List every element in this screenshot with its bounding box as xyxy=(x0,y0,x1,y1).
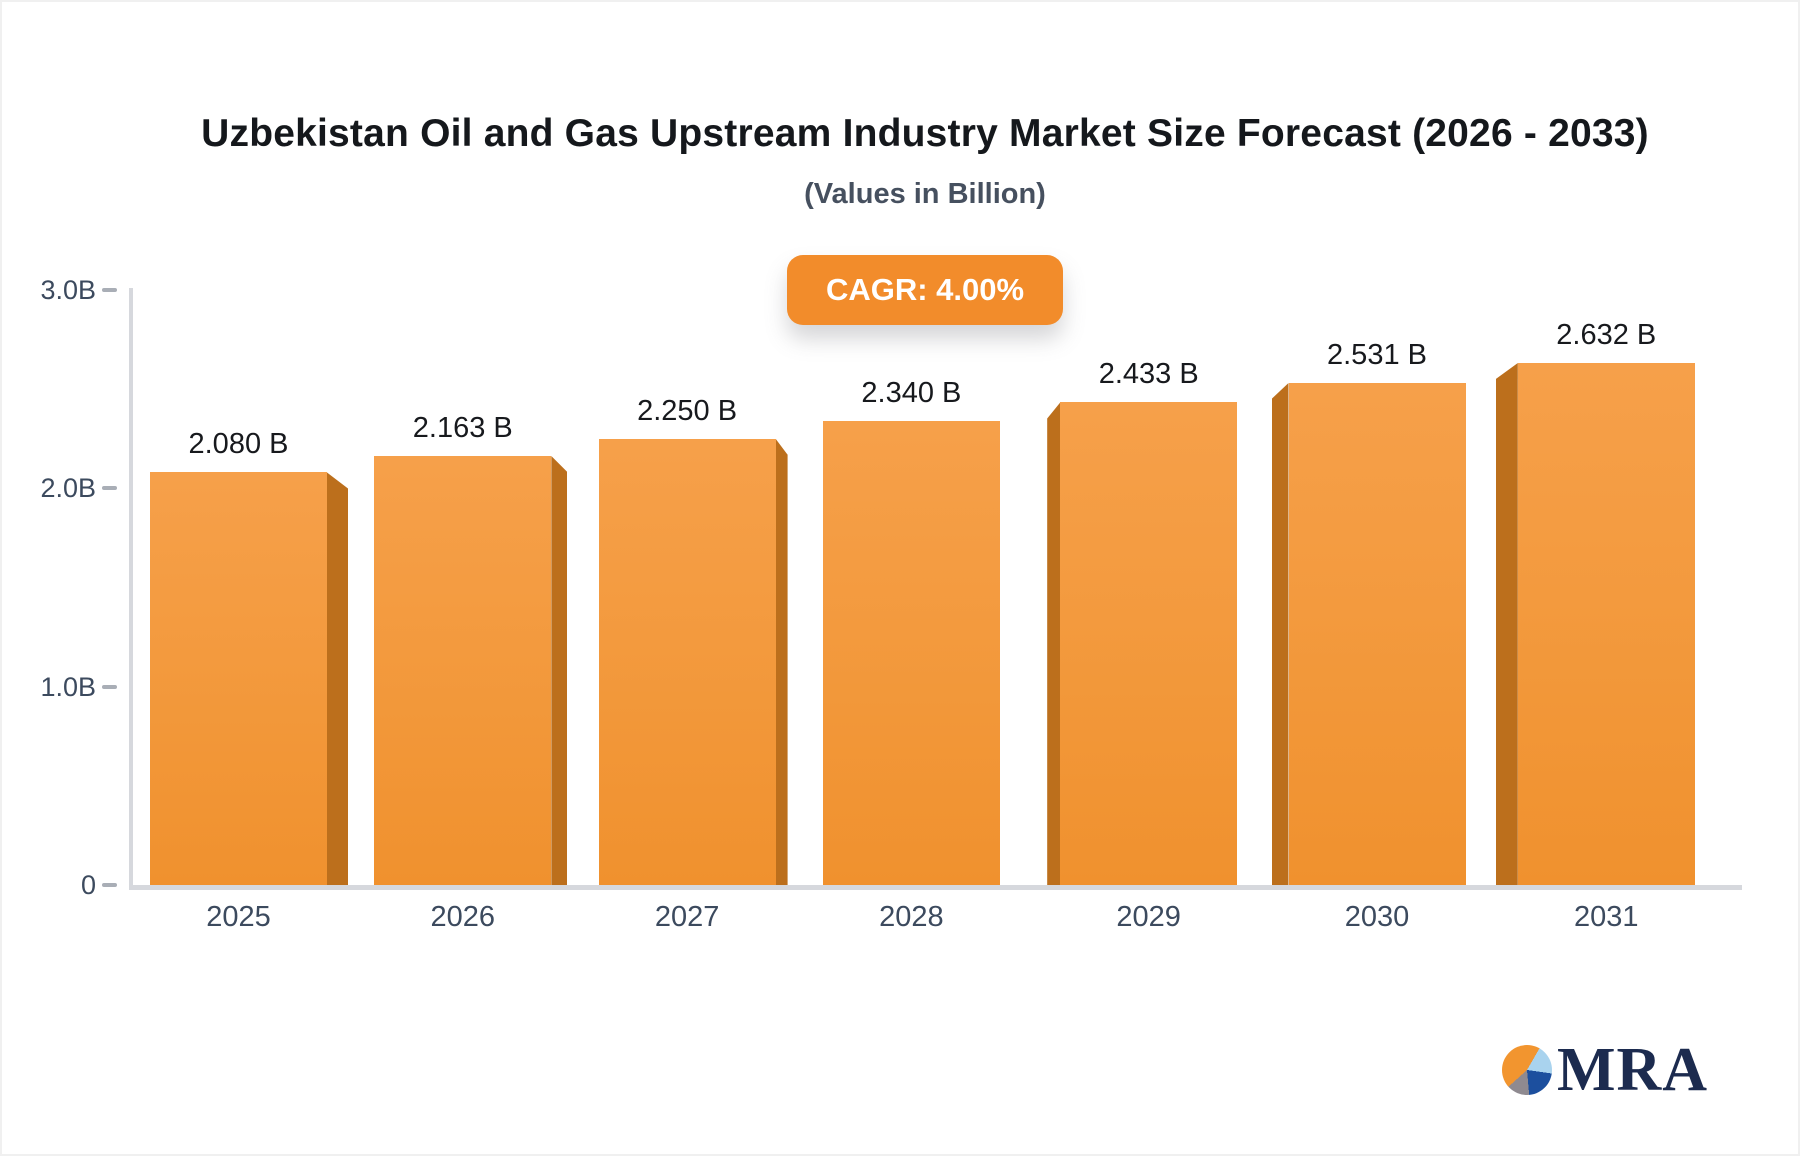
chart-title: Uzbekistan Oil and Gas Upstream Industry… xyxy=(201,112,1649,155)
bar-2027[interactable] xyxy=(598,438,776,885)
bar-value-label: 2.433 B xyxy=(1098,358,1199,391)
y-tick-mark xyxy=(102,486,117,491)
x-axis-line xyxy=(129,885,1742,890)
x-category-label: 2027 xyxy=(654,901,720,933)
brand-logo-text: MRA xyxy=(1557,1036,1709,1104)
x-category-label: 2031 xyxy=(1574,901,1639,933)
y-tick-label: 0 xyxy=(80,870,96,900)
y-tick-label: 1.0B xyxy=(40,671,96,702)
y-tick-label: 2.0B xyxy=(40,473,96,504)
bar-2029[interactable] xyxy=(1060,402,1238,885)
y-axis-line xyxy=(129,288,133,890)
bar-side-face xyxy=(775,438,788,885)
bar-side-face xyxy=(551,456,568,885)
y-tick-mark xyxy=(102,684,117,689)
bar-2025[interactable] xyxy=(150,472,327,885)
y-tick-mark xyxy=(102,883,117,887)
bar-2026[interactable] xyxy=(374,456,552,885)
pie-chart-logo-icon xyxy=(1502,1045,1552,1095)
bar-value-label: 2.250 B xyxy=(637,394,738,427)
chart-subtitle: (Values in Billion) xyxy=(804,178,1046,210)
x-category-label: 2026 xyxy=(430,901,496,933)
brand-logo: MRA xyxy=(1502,1037,1708,1103)
bar-side-face xyxy=(1271,383,1289,885)
y-tick-label: 3.0B xyxy=(40,275,96,305)
bar-2030[interactable] xyxy=(1288,383,1466,885)
cagr-badge: CAGR: 4.00% xyxy=(787,255,1063,325)
bar-side-face xyxy=(1047,402,1061,885)
bar-value-label: 2.163 B xyxy=(412,412,513,444)
x-category-label: 2028 xyxy=(879,901,944,933)
y-tick-mark xyxy=(102,288,117,292)
x-category-label: 2030 xyxy=(1344,901,1410,933)
bar-side-face xyxy=(327,472,348,885)
chart-header: Uzbekistan Oil and Gas Upstream Industry… xyxy=(40,0,1800,211)
bar-value-label: 2.632 B xyxy=(1556,318,1657,351)
x-category-label: 2029 xyxy=(1116,901,1181,933)
bar-side-face xyxy=(1495,362,1518,885)
bar-value-label: 2.340 B xyxy=(861,376,962,409)
bar-value-label: 2.531 B xyxy=(1327,339,1427,372)
x-category-label: 2025 xyxy=(206,901,271,933)
bar-2028[interactable] xyxy=(822,420,1000,885)
bar-2031[interactable] xyxy=(1517,362,1695,885)
bar-value-label: 2.080 B xyxy=(188,428,289,461)
